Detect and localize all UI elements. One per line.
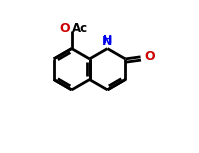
Text: H: H [103,35,112,45]
Text: Ac: Ac [72,22,89,35]
Text: O: O [60,22,70,35]
Text: N: N [102,35,113,48]
Text: O: O [144,50,155,63]
